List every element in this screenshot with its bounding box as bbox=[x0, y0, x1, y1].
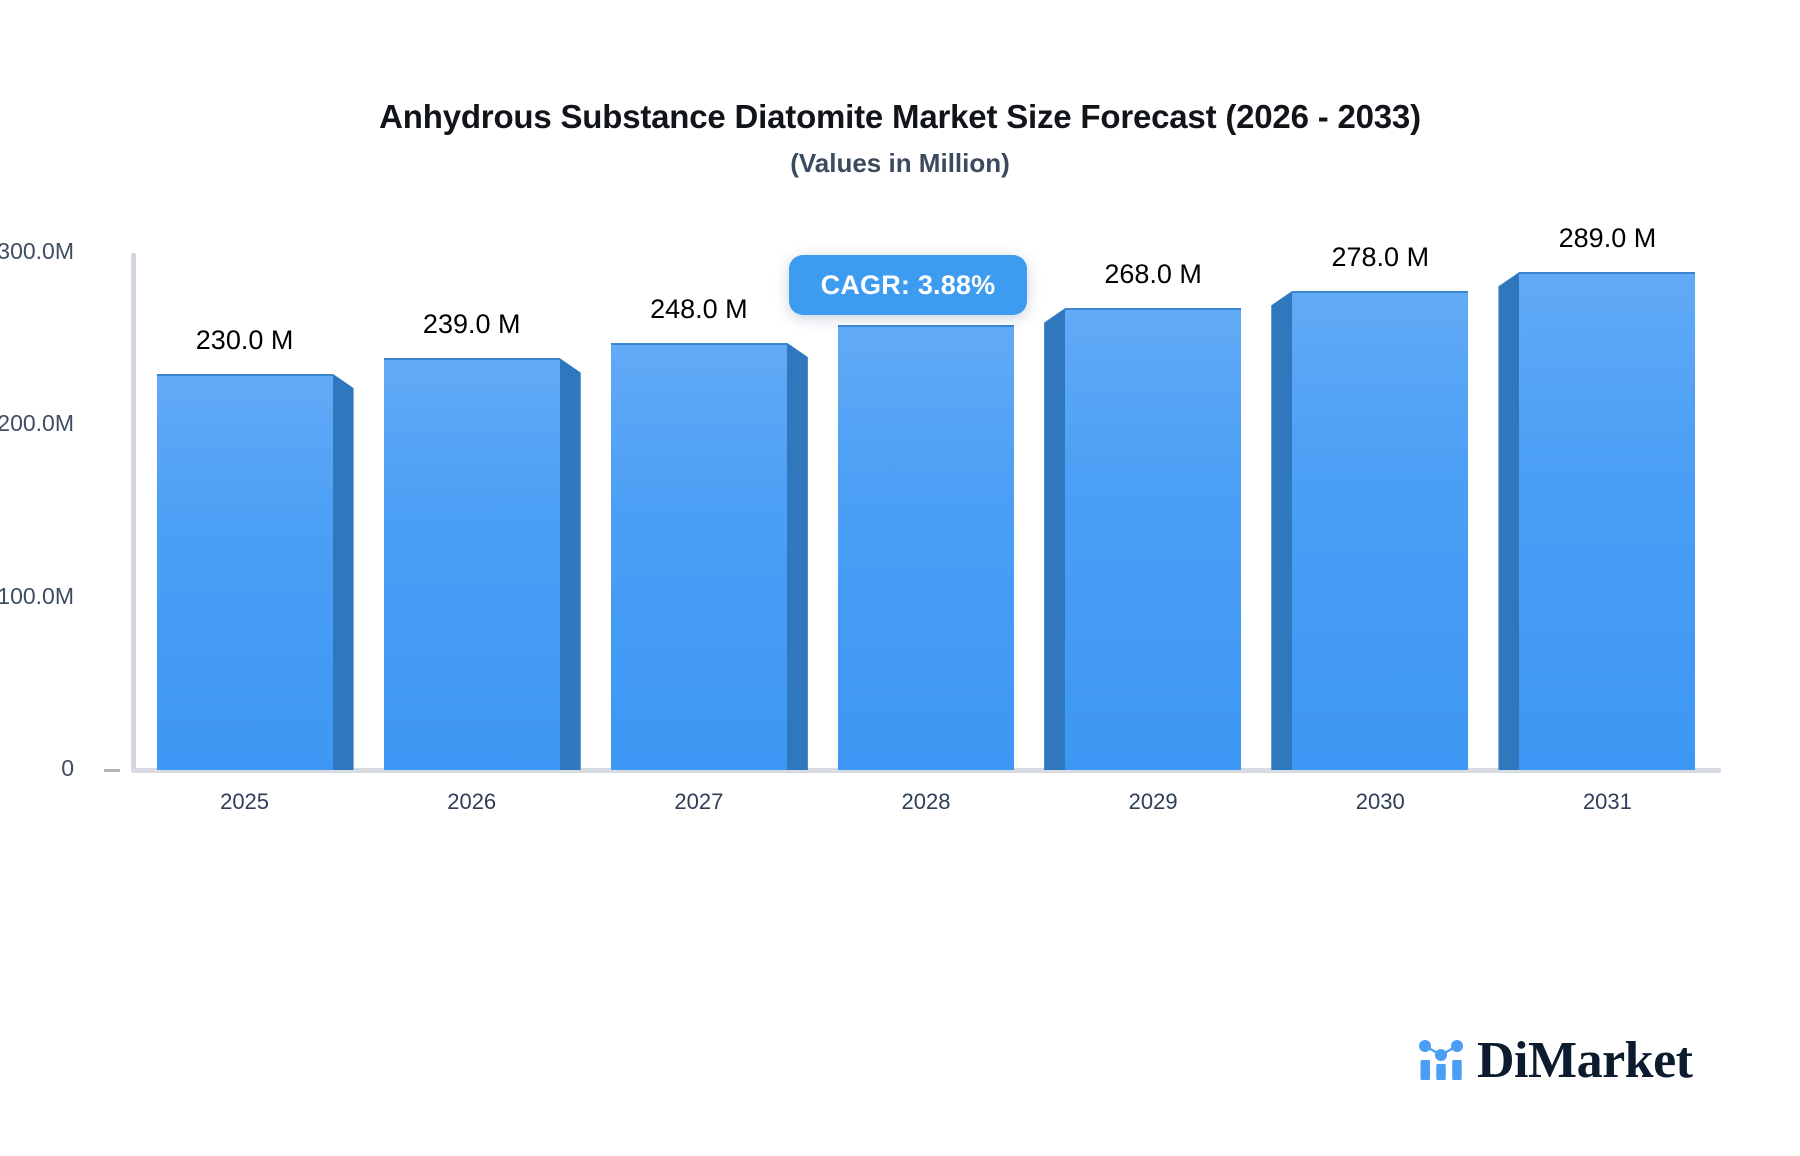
bar-front-face bbox=[610, 342, 787, 770]
bar-front-face bbox=[156, 373, 333, 770]
bar-value-label: 278.0 M bbox=[1331, 241, 1430, 272]
bar-value-label: 268.0 M bbox=[1104, 259, 1202, 290]
y-axis-tick-label: 200.0M bbox=[0, 410, 74, 437]
bar-2029[interactable] bbox=[1044, 308, 1242, 770]
y-axis-tick-label: 100.0M bbox=[0, 582, 74, 609]
bar-side-face bbox=[1271, 290, 1293, 770]
bar-chart-icon bbox=[1418, 1037, 1464, 1086]
bar-2026[interactable] bbox=[383, 358, 581, 770]
bar-front-face bbox=[1065, 308, 1242, 770]
bar-front-face bbox=[1519, 271, 1696, 770]
bar-side-face bbox=[786, 342, 808, 770]
bar-2027[interactable] bbox=[610, 342, 808, 770]
x-axis-label-2027: 2027 bbox=[674, 789, 724, 814]
x-axis-line bbox=[131, 768, 1721, 773]
x-axis-label-2028: 2028 bbox=[901, 789, 951, 814]
y-axis-tick-mark bbox=[104, 769, 120, 772]
logo-text: DiMarket bbox=[1477, 1032, 1693, 1089]
x-axis-label-2030: 2030 bbox=[1355, 789, 1405, 814]
brand-logo[interactable]: DiMarket bbox=[1418, 1032, 1693, 1089]
bar-value-label: 289.0 M bbox=[1558, 222, 1657, 253]
x-axis-label-2025: 2025 bbox=[220, 789, 270, 814]
x-axis-label-2031: 2031 bbox=[1582, 789, 1632, 814]
x-axis-label-2026: 2026 bbox=[447, 789, 497, 814]
cagr-badge[interactable]: CAGR: 3.88% bbox=[789, 255, 1027, 315]
bar-value-label: 239.0 M bbox=[422, 309, 521, 340]
x-axis-label-2029: 2029 bbox=[1128, 789, 1178, 814]
bar-2025[interactable] bbox=[156, 373, 354, 770]
bar-2031[interactable] bbox=[1498, 271, 1696, 770]
bar-front-face bbox=[1292, 290, 1469, 770]
bar-value-label: 248.0 M bbox=[650, 293, 748, 324]
bar-2028[interactable] bbox=[838, 325, 1014, 770]
bar-side-face bbox=[1044, 308, 1066, 770]
y-axis-line bbox=[131, 253, 136, 770]
y-axis-tick-label: 0 bbox=[61, 755, 74, 781]
bar-side-face bbox=[332, 373, 354, 770]
bar-2030[interactable] bbox=[1271, 290, 1469, 770]
bar-value-label: 230.0 M bbox=[195, 324, 294, 355]
chart-subtitle: (Values in Million) bbox=[790, 148, 1010, 178]
bar-front-face bbox=[383, 358, 560, 770]
y-axis-tick-label: 300.0M bbox=[0, 238, 74, 264]
bar-side-face bbox=[559, 358, 581, 770]
bar-front-face bbox=[838, 325, 1014, 770]
chart-title: Anhydrous Substance Diatomite Market Siz… bbox=[379, 98, 1421, 135]
bar-side-face bbox=[1498, 271, 1520, 770]
